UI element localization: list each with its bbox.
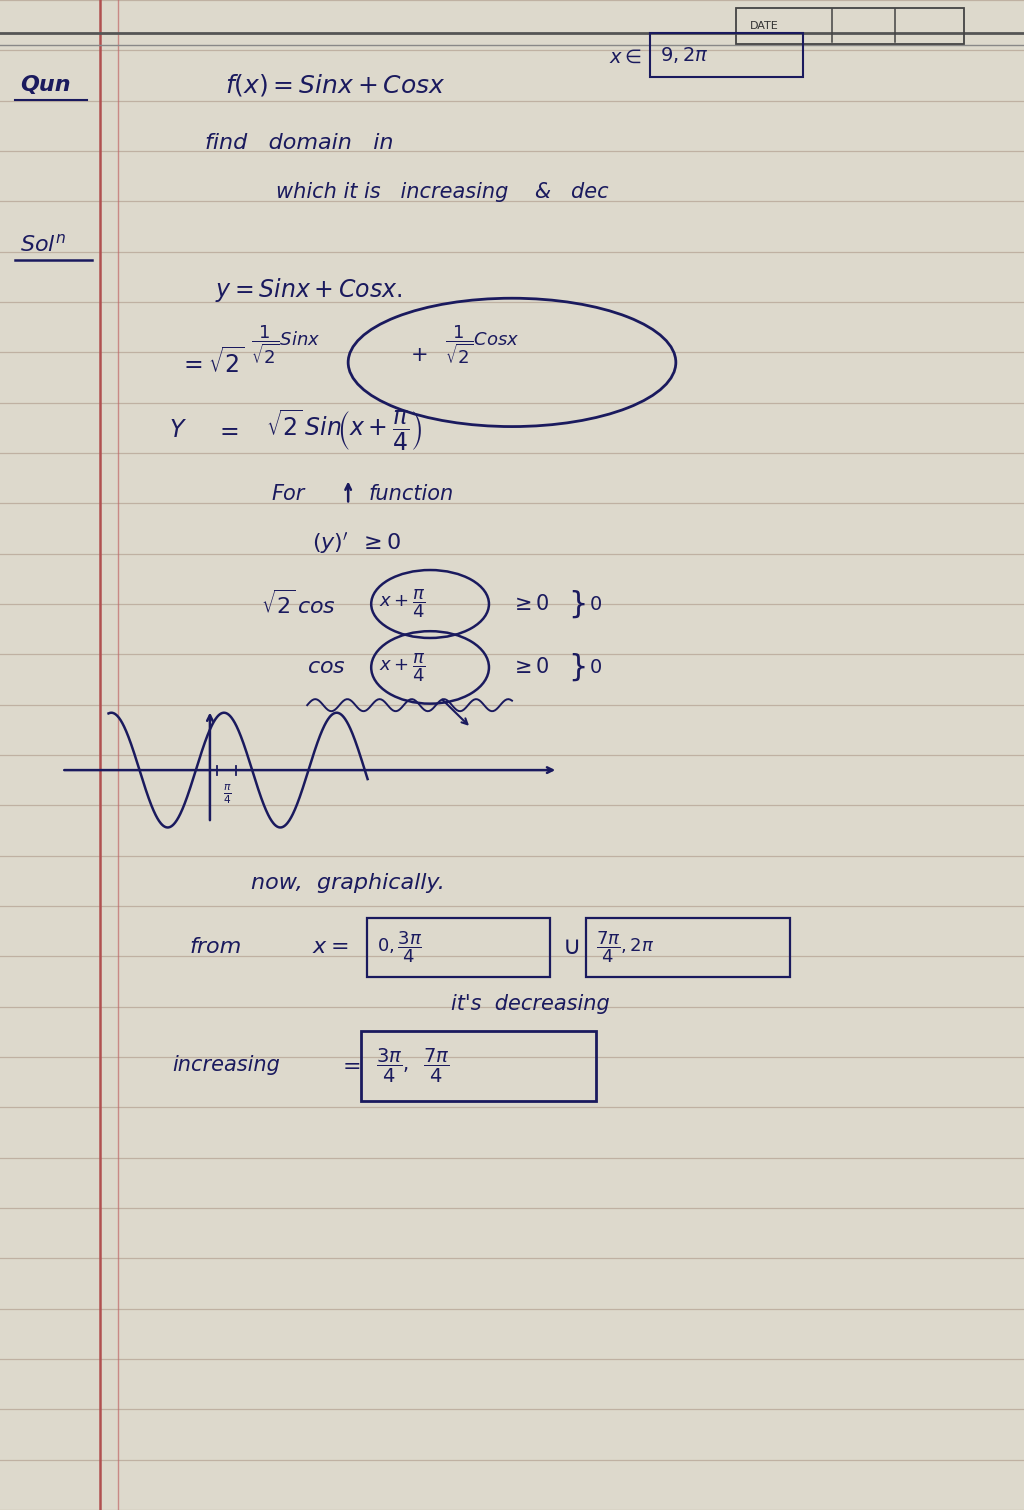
Text: $x \in$: $x \in$ bbox=[609, 48, 642, 66]
Text: Qun: Qun bbox=[20, 74, 71, 95]
Text: $9, 2\pi$: $9, 2\pi$ bbox=[660, 45, 710, 65]
Text: $= \sqrt{2}$: $= \sqrt{2}$ bbox=[179, 347, 245, 378]
Text: $\dfrac{1}{\sqrt{2}}Sinx$: $\dfrac{1}{\sqrt{2}}Sinx$ bbox=[251, 323, 321, 365]
Text: DATE: DATE bbox=[750, 21, 778, 30]
Text: $0,\dfrac{3\pi}{4}$: $0,\dfrac{3\pi}{4}$ bbox=[377, 930, 422, 965]
Text: $\sqrt{2}\,cos$: $\sqrt{2}\,cos$ bbox=[261, 590, 336, 618]
Text: $\dfrac{1}{\sqrt{2}}Cosx$: $\dfrac{1}{\sqrt{2}}Cosx$ bbox=[445, 323, 520, 365]
Text: $Y$: $Y$ bbox=[169, 418, 187, 442]
Text: $x+\dfrac{\pi}{4}$: $x+\dfrac{\pi}{4}$ bbox=[379, 651, 426, 684]
Text: $+$: $+$ bbox=[410, 344, 427, 365]
Text: $y = Sinx + Cosx.$: $y = Sinx + Cosx.$ bbox=[215, 276, 402, 304]
Text: increasing: increasing bbox=[172, 1054, 280, 1075]
Text: $\cup$: $\cup$ bbox=[562, 935, 580, 959]
Text: it's  decreasing: it's decreasing bbox=[451, 994, 609, 1015]
Text: $\}$: $\}$ bbox=[568, 652, 586, 683]
Text: now,  graphically.: now, graphically. bbox=[251, 873, 444, 894]
Text: function: function bbox=[369, 483, 454, 504]
Text: For: For bbox=[271, 483, 305, 504]
Text: $\}$: $\}$ bbox=[568, 589, 586, 619]
Text: $\geq 0$: $\geq 0$ bbox=[510, 593, 550, 615]
Text: $=$: $=$ bbox=[215, 418, 239, 442]
Text: $\dfrac{3\pi}{4},\;\;\dfrac{7\pi}{4}$: $\dfrac{3\pi}{4},\;\;\dfrac{7\pi}{4}$ bbox=[376, 1046, 450, 1086]
Text: $(y)'\;\;\geq 0$: $(y)'\;\;\geq 0$ bbox=[312, 532, 402, 556]
Text: $=$: $=$ bbox=[338, 1054, 360, 1075]
Text: $0$: $0$ bbox=[589, 658, 602, 676]
Text: $\frac{\pi}{4}$: $\frac{\pi}{4}$ bbox=[223, 782, 232, 806]
Text: $Sol^n$: $Sol^n$ bbox=[20, 234, 67, 255]
Text: $\dfrac{7\pi}{4}, 2\pi$: $\dfrac{7\pi}{4}, 2\pi$ bbox=[596, 930, 654, 965]
Text: $\sqrt{2}\,Sin\!\left(x + \dfrac{\pi}{4}\right)$: $\sqrt{2}\,Sin\!\left(x + \dfrac{\pi}{4}… bbox=[266, 408, 423, 453]
Text: $f(x) = Sinx + Cosx$: $f(x) = Sinx + Cosx$ bbox=[225, 71, 446, 98]
Text: $\geq 0$: $\geq 0$ bbox=[510, 657, 550, 678]
Text: $0$: $0$ bbox=[589, 595, 602, 613]
Text: $x =$: $x =$ bbox=[312, 936, 348, 957]
Text: $x+\dfrac{\pi}{4}$: $x+\dfrac{\pi}{4}$ bbox=[379, 587, 426, 621]
Text: $cos$: $cos$ bbox=[307, 657, 346, 678]
Text: find   domain   in: find domain in bbox=[205, 133, 393, 154]
Text: which it is   increasing    &   dec: which it is increasing & dec bbox=[276, 181, 609, 202]
Text: from: from bbox=[189, 936, 242, 957]
